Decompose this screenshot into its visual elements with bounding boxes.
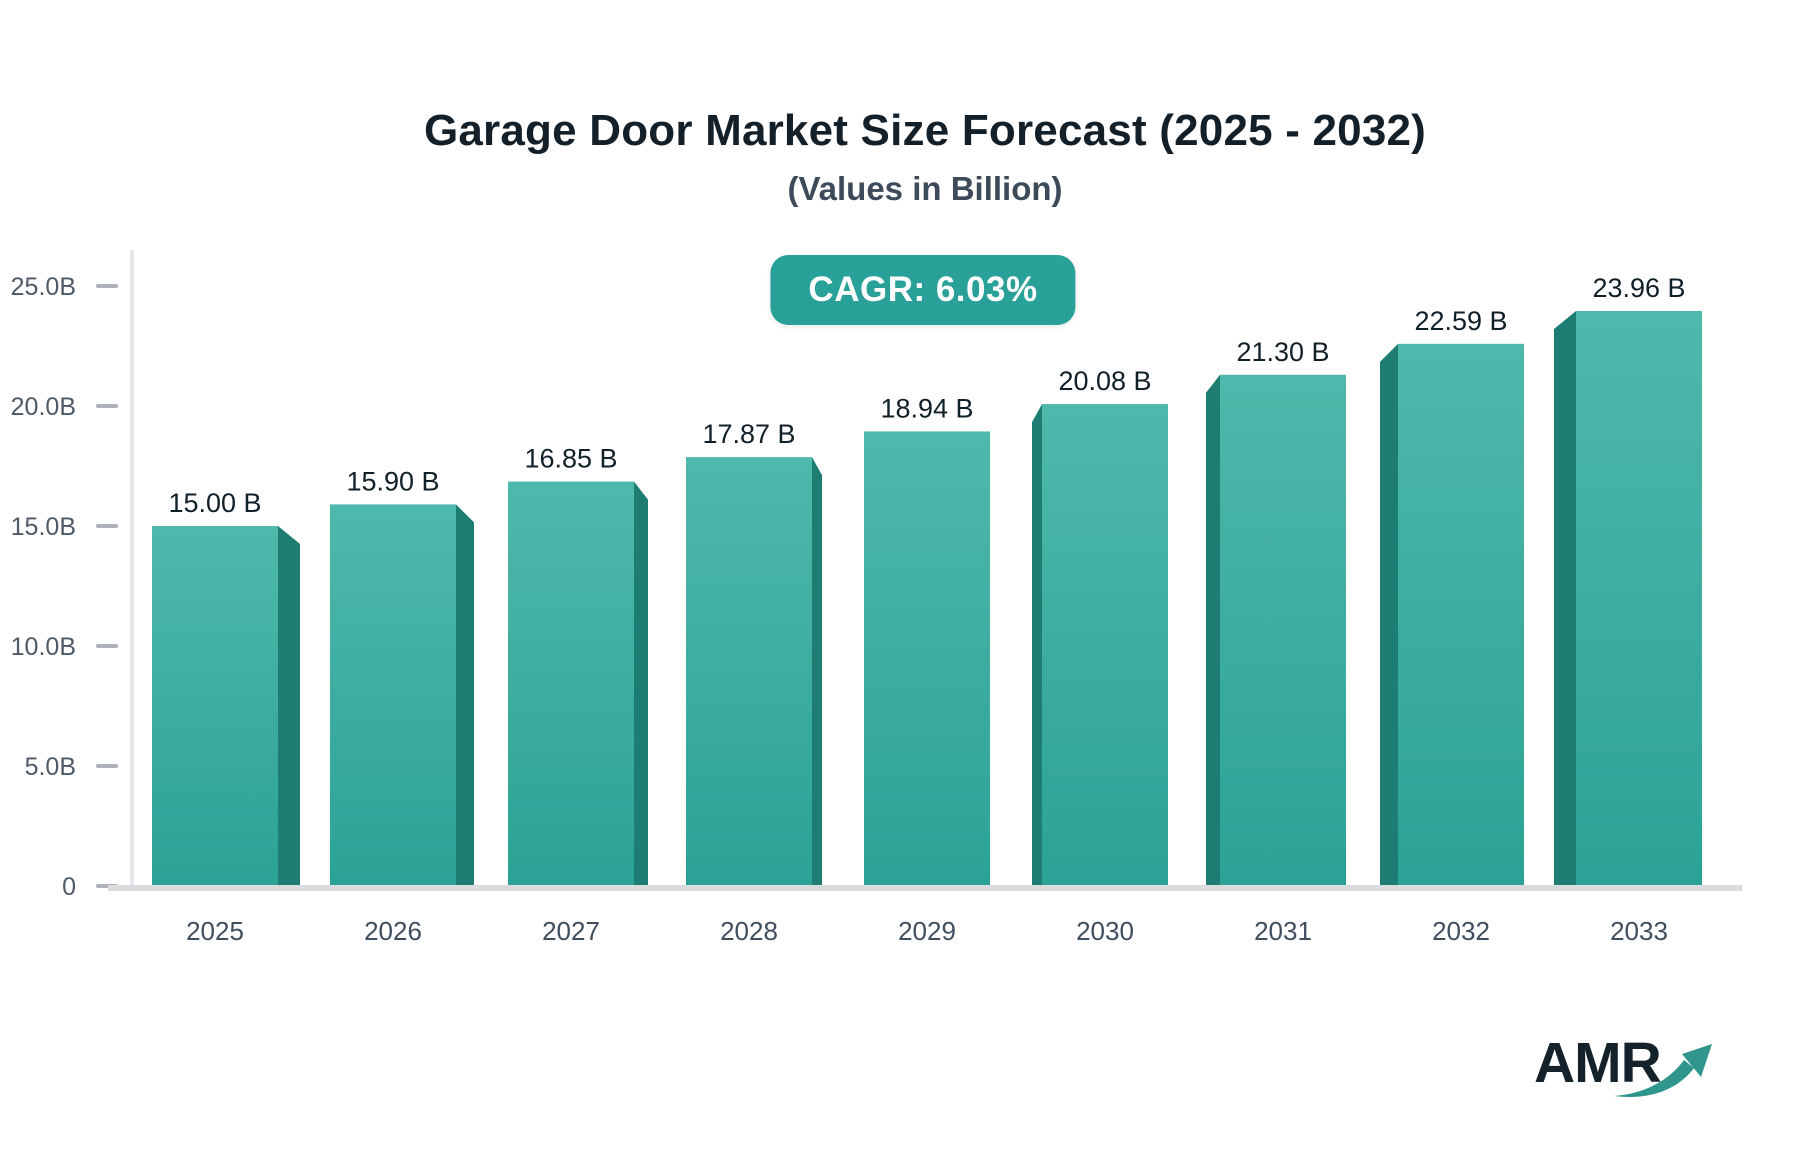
bar-2031 <box>1220 374 1346 886</box>
bar-side-2027 <box>634 481 648 886</box>
year-label-2027: 2027 <box>542 916 600 946</box>
bar-2026 <box>330 504 456 886</box>
bar-2033 <box>1576 310 1702 887</box>
value-label-2032: 22.59 B <box>1414 306 1507 336</box>
trend-up-arrow-icon <box>1614 1044 1712 1097</box>
value-label-2028: 17.87 B <box>702 419 795 449</box>
year-label-2029: 2029 <box>898 916 956 946</box>
bar-side-2030 <box>1032 404 1042 886</box>
y-tick-label-10.0B: 10.0B <box>11 633 76 661</box>
bar-2030 <box>1042 404 1168 886</box>
value-label-2030: 20.08 B <box>1058 366 1151 396</box>
y-tick-label-20.0B: 20.0B <box>11 393 76 421</box>
y-tick-label-5.0B: 5.0B <box>25 753 76 781</box>
y-tick-label-0: 0 <box>62 873 76 901</box>
bar-side-2031 <box>1206 374 1220 886</box>
bar-2029 <box>864 431 990 886</box>
year-label-2033: 2033 <box>1610 916 1668 946</box>
bar-2028 <box>686 457 812 886</box>
year-label-2026: 2026 <box>364 916 422 946</box>
bar-side-2032 <box>1380 343 1398 887</box>
bar-2027 <box>508 481 634 886</box>
y-tick-label-15.0B: 15.0B <box>11 513 76 541</box>
chart-title: Garage Door Market Size Forecast (2025 -… <box>423 106 1427 155</box>
bar-2032 <box>1398 343 1524 887</box>
cagr-badge-label: CAGR: 6.03% <box>808 270 1038 309</box>
year-label-2028: 2028 <box>720 916 778 946</box>
bar-side-2025 <box>278 526 300 886</box>
bar-2025 <box>152 526 278 886</box>
bar-side-2026 <box>456 504 474 886</box>
year-label-2025: 2025 <box>186 916 244 946</box>
value-label-2027: 16.85 B <box>524 444 617 474</box>
year-label-2031: 2031 <box>1254 916 1312 946</box>
value-label-2026: 15.90 B <box>346 466 439 496</box>
y-tick-label-25.0B: 25.0B <box>11 273 76 301</box>
value-label-2029: 18.94 B <box>880 393 973 423</box>
year-label-2032: 2032 <box>1432 916 1490 946</box>
value-label-2031: 21.30 B <box>1236 337 1329 367</box>
year-label-2030: 2030 <box>1076 916 1134 946</box>
amr-logo-text: AMR <box>1534 1031 1662 1095</box>
chart-subtitle: (Values in Billion) <box>787 170 1063 207</box>
bar-side-2028 <box>812 457 822 886</box>
cagr-badge: CAGR: 6.03% <box>770 255 1076 325</box>
value-label-2033: 23.96 B <box>1592 273 1685 303</box>
value-label-2025: 15.00 B <box>168 488 261 518</box>
bar-side-2033 <box>1554 310 1576 887</box>
